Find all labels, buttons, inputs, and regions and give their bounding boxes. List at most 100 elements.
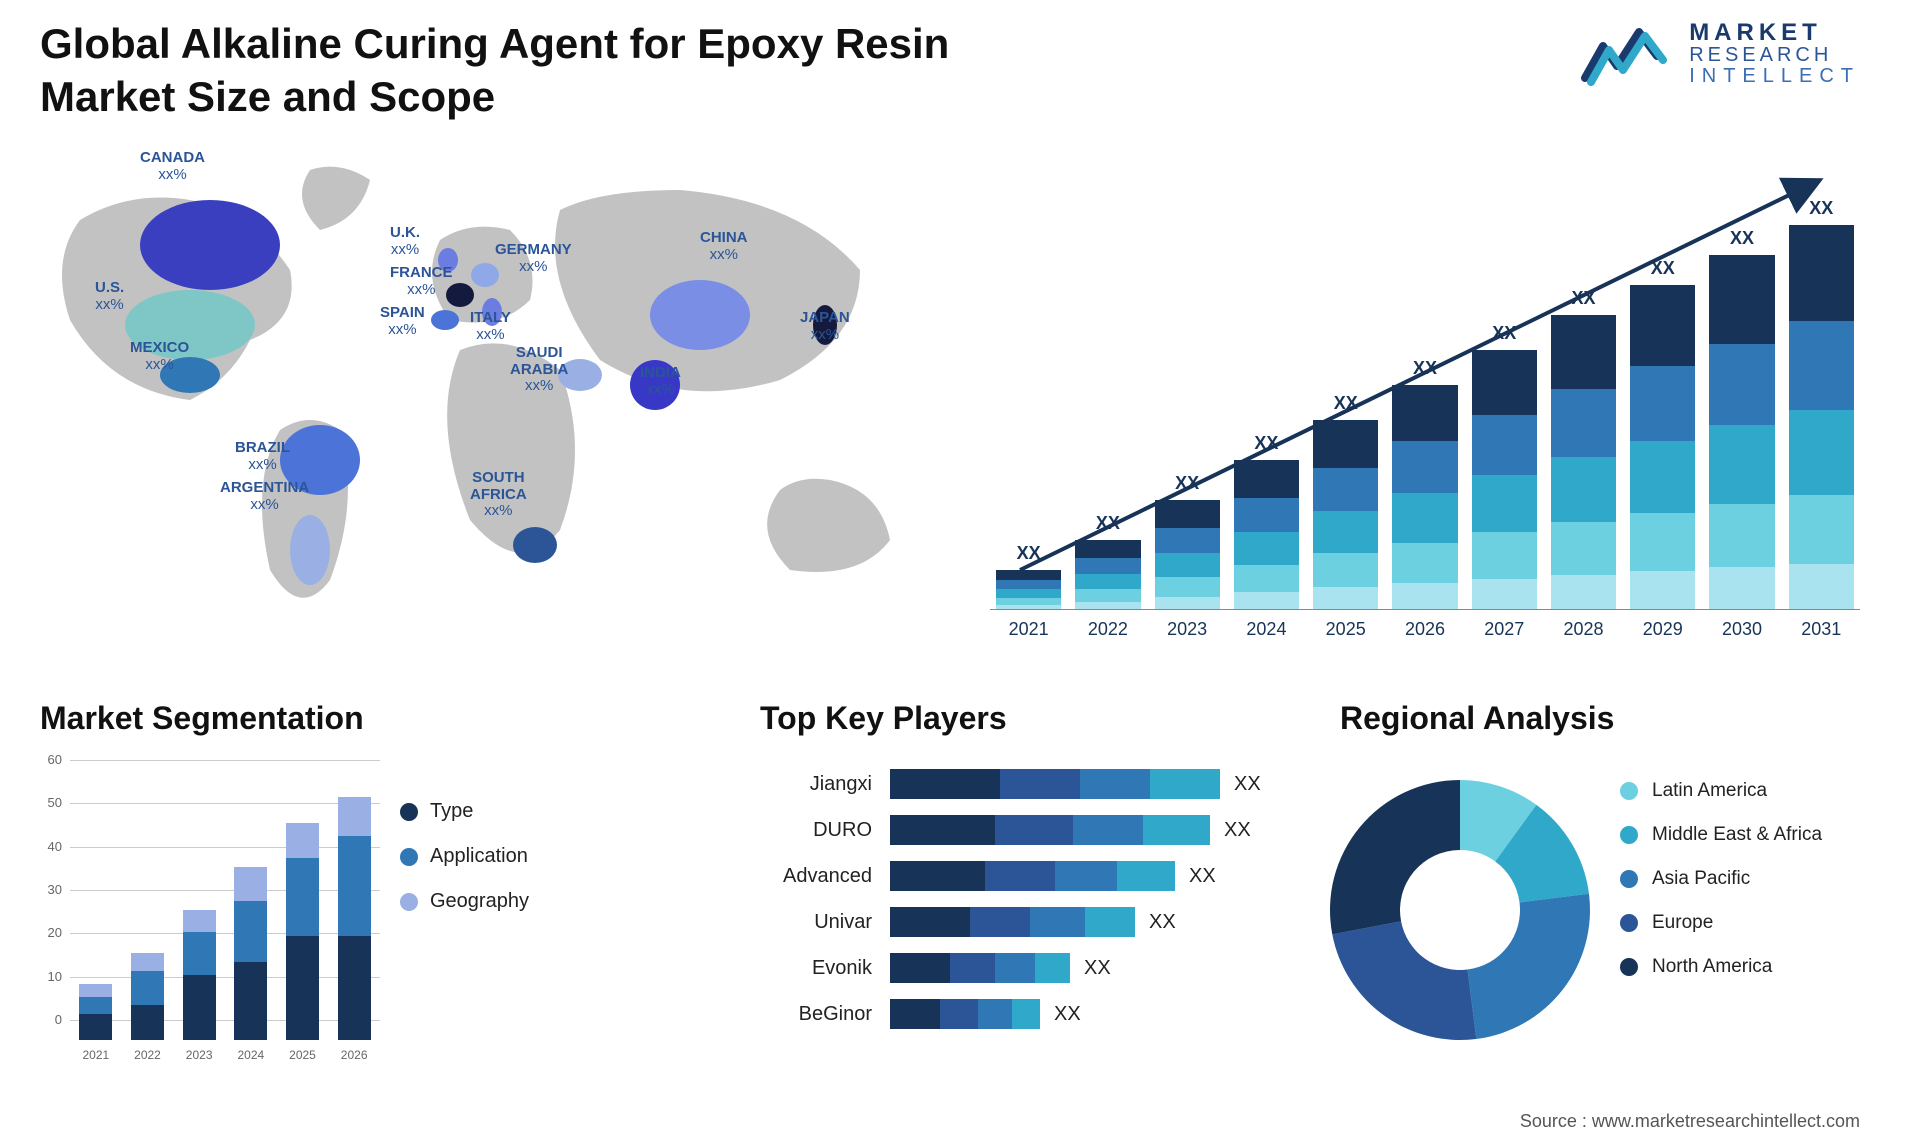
player-value: XX bbox=[1084, 957, 1111, 980]
forecast-year: 2029 bbox=[1630, 619, 1695, 640]
map-label: SPAINxx% bbox=[380, 305, 425, 338]
world-map: CANADAxx%U.S.xx%MEXICOxx%BRAZILxx%ARGENT… bbox=[40, 150, 940, 650]
infographic-canvas: Global Alkaline Curing Agent for Epoxy R… bbox=[0, 0, 1920, 1146]
legend-label: Type bbox=[430, 800, 473, 823]
logo-line2: RESEARCH bbox=[1689, 45, 1860, 66]
forecast-value: XX bbox=[1730, 228, 1754, 249]
regional-title: Regional Analysis bbox=[1340, 700, 1614, 737]
legend-label: Application bbox=[430, 845, 528, 868]
legend-label: Geography bbox=[430, 890, 529, 913]
map-label: SAUDIARABIAxx% bbox=[510, 345, 568, 395]
forecast-year: 2023 bbox=[1155, 619, 1220, 640]
seg-bar-segment bbox=[234, 901, 267, 962]
legend-swatch bbox=[1620, 826, 1638, 844]
legend-label: Europe bbox=[1652, 912, 1713, 934]
logo-line3: INTELLECT bbox=[1689, 66, 1860, 87]
player-row: BeGinor XX bbox=[760, 998, 1280, 1030]
legend-swatch bbox=[1620, 782, 1638, 800]
legend-item: Asia Pacific bbox=[1620, 868, 1822, 890]
legend-item: Application bbox=[400, 845, 529, 868]
page-title: Global Alkaline Curing Agent for Epoxy R… bbox=[40, 18, 1060, 123]
player-value: XX bbox=[1234, 773, 1261, 796]
legend-label: Latin America bbox=[1652, 780, 1767, 802]
donut-slice bbox=[1330, 780, 1460, 934]
legend-item: Geography bbox=[400, 890, 529, 913]
forecast-bar: XX2029 bbox=[1630, 258, 1695, 610]
forecast-value: XX bbox=[1413, 358, 1437, 379]
player-name: Evonik bbox=[760, 957, 890, 980]
map-label: ITALYxx% bbox=[470, 310, 511, 343]
seg-bar-segment bbox=[286, 858, 319, 936]
seg-bar-segment bbox=[338, 797, 371, 836]
forecast-value: XX bbox=[1492, 323, 1516, 344]
map-label: MEXICOxx% bbox=[130, 340, 189, 373]
player-value: XX bbox=[1054, 1003, 1081, 1026]
map-label: JAPANxx% bbox=[800, 310, 850, 343]
forecast-year: 2021 bbox=[996, 619, 1061, 640]
map-label: CHINAxx% bbox=[700, 230, 748, 263]
seg-bar-segment bbox=[183, 975, 216, 1040]
legend-item: Middle East & Africa bbox=[1620, 824, 1822, 846]
forecast-bar: XX2024 bbox=[1234, 433, 1299, 610]
world-map-svg bbox=[40, 150, 940, 650]
forecast-bar: XX2022 bbox=[1075, 513, 1140, 610]
seg-bar-segment bbox=[234, 962, 267, 1040]
legend-swatch bbox=[1620, 870, 1638, 888]
forecast-value: XX bbox=[1096, 513, 1120, 534]
map-label: FRANCExx% bbox=[390, 265, 453, 298]
seg-bar-segment bbox=[183, 910, 216, 932]
logo-mark-icon bbox=[1581, 22, 1671, 86]
legend-label: Asia Pacific bbox=[1652, 868, 1750, 890]
forecast-year: 2025 bbox=[1313, 619, 1378, 640]
seg-bar-segment bbox=[131, 971, 164, 1006]
player-row: UnivarXX bbox=[760, 906, 1280, 938]
donut-slice bbox=[1468, 894, 1590, 1039]
seg-bar-segment bbox=[79, 997, 112, 1014]
segmentation-title: Market Segmentation bbox=[40, 700, 364, 737]
forecast-value: XX bbox=[1809, 198, 1833, 219]
seg-bar-segment bbox=[131, 1005, 164, 1040]
player-name: BeGinor bbox=[760, 1003, 890, 1026]
forecast-value: XX bbox=[1651, 258, 1675, 279]
player-row: DURO XX bbox=[760, 814, 1280, 846]
player-bar bbox=[890, 815, 1210, 845]
legend-swatch bbox=[1620, 958, 1638, 976]
forecast-value: XX bbox=[1175, 473, 1199, 494]
forecast-value: XX bbox=[1017, 543, 1041, 564]
map-label: CANADAxx% bbox=[140, 150, 205, 183]
seg-bar-segment bbox=[79, 984, 112, 997]
map-label: SOUTHAFRICAxx% bbox=[470, 470, 527, 520]
player-name: DURO bbox=[760, 819, 890, 842]
seg-bar-segment bbox=[338, 836, 371, 936]
map-label: GERMANYxx% bbox=[495, 242, 572, 275]
players-title: Top Key Players bbox=[760, 700, 1007, 737]
forecast-bar: XX2028 bbox=[1551, 288, 1616, 610]
seg-bar-segment bbox=[286, 936, 319, 1040]
player-bar bbox=[890, 861, 1175, 891]
legend-label: Middle East & Africa bbox=[1652, 824, 1822, 846]
seg-bar-segment bbox=[79, 1014, 112, 1040]
segmentation-legend: Type Application Geography bbox=[400, 800, 529, 935]
segmentation-chart: 0102030405060202120222023202420252026 Ty… bbox=[40, 760, 560, 1100]
forecast-bar: XX2031 bbox=[1789, 198, 1854, 610]
regional-legend: Latin America Middle East & Africa Asia Pa… bbox=[1620, 780, 1822, 1000]
map-label: U.S.xx% bbox=[95, 280, 124, 313]
forecast-value: XX bbox=[1254, 433, 1278, 454]
forecast-year: 2030 bbox=[1709, 619, 1774, 640]
player-value: XX bbox=[1224, 819, 1251, 842]
players-chart: JiangxiXXDUROXXAdvancedXXUnivarXXEvonikX… bbox=[760, 768, 1280, 1044]
forecast-bar: XX2026 bbox=[1392, 358, 1457, 610]
legend-label: North America bbox=[1652, 956, 1772, 978]
forecast-bar: XX2030 bbox=[1709, 228, 1774, 610]
legend-item: Type bbox=[400, 800, 529, 823]
logo-line1: MARKET bbox=[1689, 20, 1860, 45]
legend-item: Europe bbox=[1620, 912, 1822, 934]
forecast-year: 2026 bbox=[1392, 619, 1457, 640]
map-label: U.K.xx% bbox=[390, 225, 420, 258]
player-row: AdvancedXX bbox=[760, 860, 1280, 892]
map-label: BRAZILxx% bbox=[235, 440, 290, 473]
legend-swatch bbox=[400, 893, 418, 911]
player-value: XX bbox=[1149, 911, 1176, 934]
legend-swatch bbox=[1620, 914, 1638, 932]
map-label: INDIAxx% bbox=[640, 365, 681, 398]
